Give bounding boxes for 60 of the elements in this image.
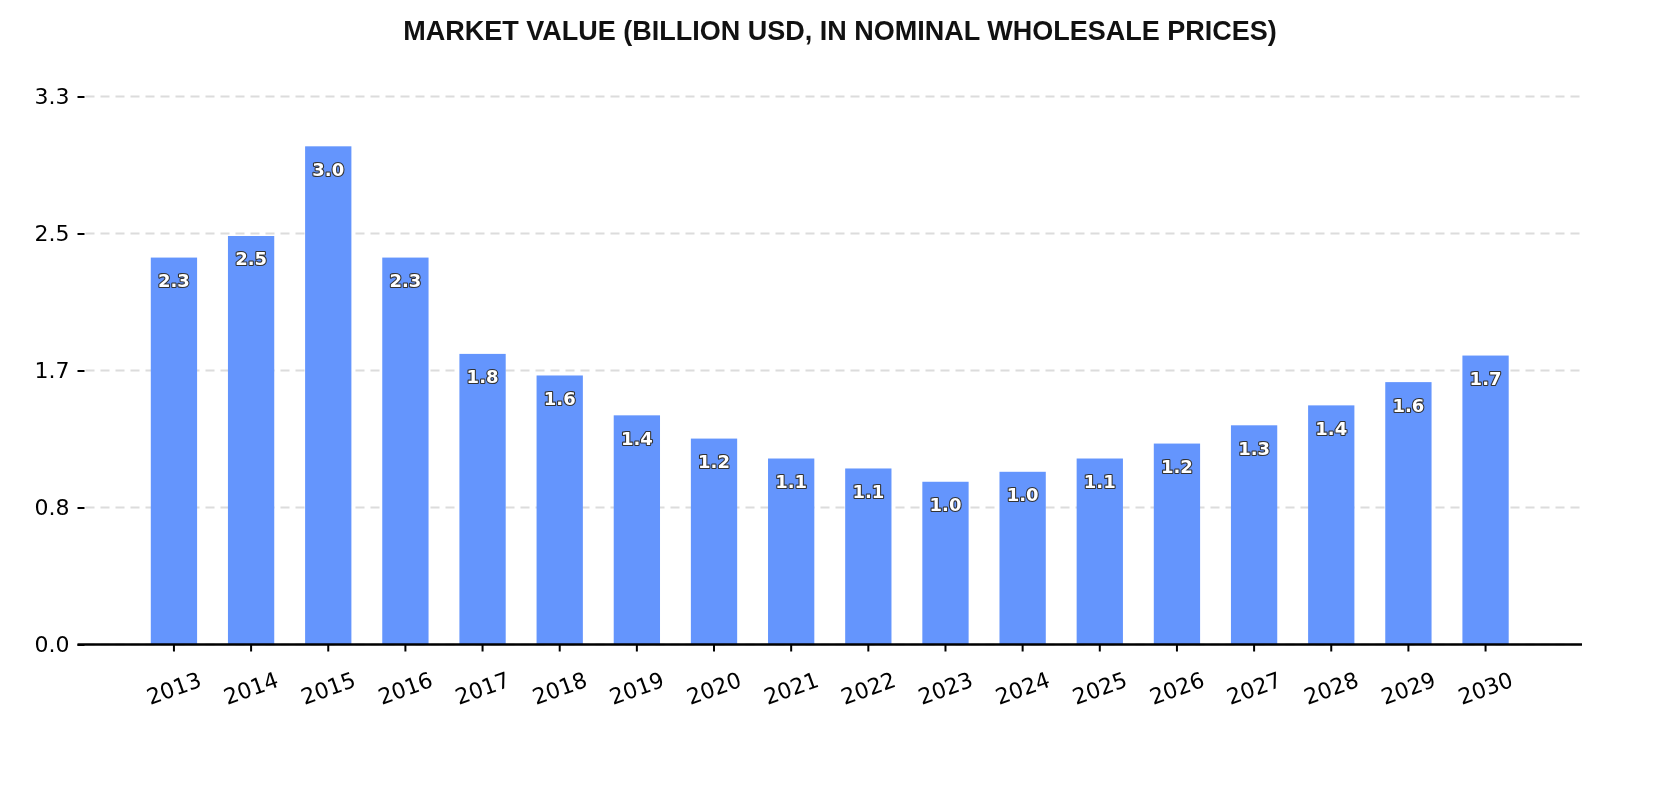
x-tick-label: 2022	[837, 667, 899, 710]
bar	[305, 146, 352, 645]
bar	[1153, 443, 1201, 645]
data-label: 1.1	[852, 480, 885, 502]
x-tick-label: 2017	[451, 667, 514, 710]
x-tick-label: 2026	[1146, 667, 1208, 710]
x-tick-label: 2019	[606, 667, 668, 710]
bar	[459, 353, 506, 645]
data-label: 3.0	[312, 158, 345, 180]
x-tick-label: 2025	[1069, 667, 1131, 710]
data-label: 1.8	[466, 366, 499, 388]
x-tick-label: 2013	[143, 667, 205, 710]
x-tick-label: 2027	[1223, 667, 1285, 710]
bar	[613, 415, 661, 645]
data-label: 2.3	[389, 270, 422, 292]
y-tick-label: 1.7	[34, 358, 70, 384]
data-label: 1.6	[1392, 394, 1425, 416]
bar	[382, 257, 429, 645]
y-tick-label: 0.8	[34, 495, 70, 521]
x-tick-label: 2030	[1454, 667, 1517, 710]
bar	[1230, 425, 1278, 645]
bar	[768, 458, 815, 645]
x-tick-label: 2024	[992, 667, 1054, 710]
data-label: 1.6	[543, 387, 576, 409]
bar	[536, 375, 583, 645]
data-label: 1.1	[1083, 471, 1116, 493]
bar	[1385, 382, 1432, 645]
bar	[999, 471, 1046, 645]
x-tick-label: 2021	[760, 667, 822, 710]
bar	[150, 257, 198, 645]
data-label: 1.0	[929, 494, 962, 516]
x-tick-label: 2014	[220, 667, 282, 710]
data-label: 1.1	[775, 471, 808, 493]
x-tick-label: 2028	[1300, 667, 1362, 710]
y-tick-label: 2.5	[34, 221, 70, 247]
y-tick-label: 3.3	[34, 84, 70, 110]
bar	[1462, 355, 1509, 645]
data-label: 2.5	[235, 248, 268, 270]
x-tick-label: 2020	[683, 667, 745, 710]
data-label: 1.7	[1469, 368, 1502, 390]
bar	[1308, 405, 1355, 645]
x-tick-label: 2029	[1377, 667, 1439, 710]
x-tick-label: 2015	[297, 667, 359, 710]
bar	[845, 468, 892, 645]
data-label: 1.3	[1238, 437, 1271, 459]
x-tick-label: 2016	[374, 667, 436, 710]
data-label: 2.3	[158, 270, 190, 292]
x-tick-label: 2018	[529, 667, 591, 710]
bar	[227, 235, 275, 645]
data-label: 1.0	[1006, 484, 1039, 506]
data-label: 1.4	[620, 427, 653, 449]
y-tick-label: 0.0	[34, 632, 70, 658]
chart-title: MARKET VALUE (BILLION USD, IN NOMINAL WHOLESALE PRICES)	[403, 16, 1277, 46]
bar	[690, 438, 738, 645]
x-tick-label: 2023	[914, 667, 977, 710]
data-label: 1.2	[1161, 456, 1193, 478]
bar	[1076, 458, 1123, 645]
data-label: 1.2	[698, 451, 730, 473]
bar	[922, 481, 969, 645]
data-label: 1.4	[1315, 417, 1348, 439]
